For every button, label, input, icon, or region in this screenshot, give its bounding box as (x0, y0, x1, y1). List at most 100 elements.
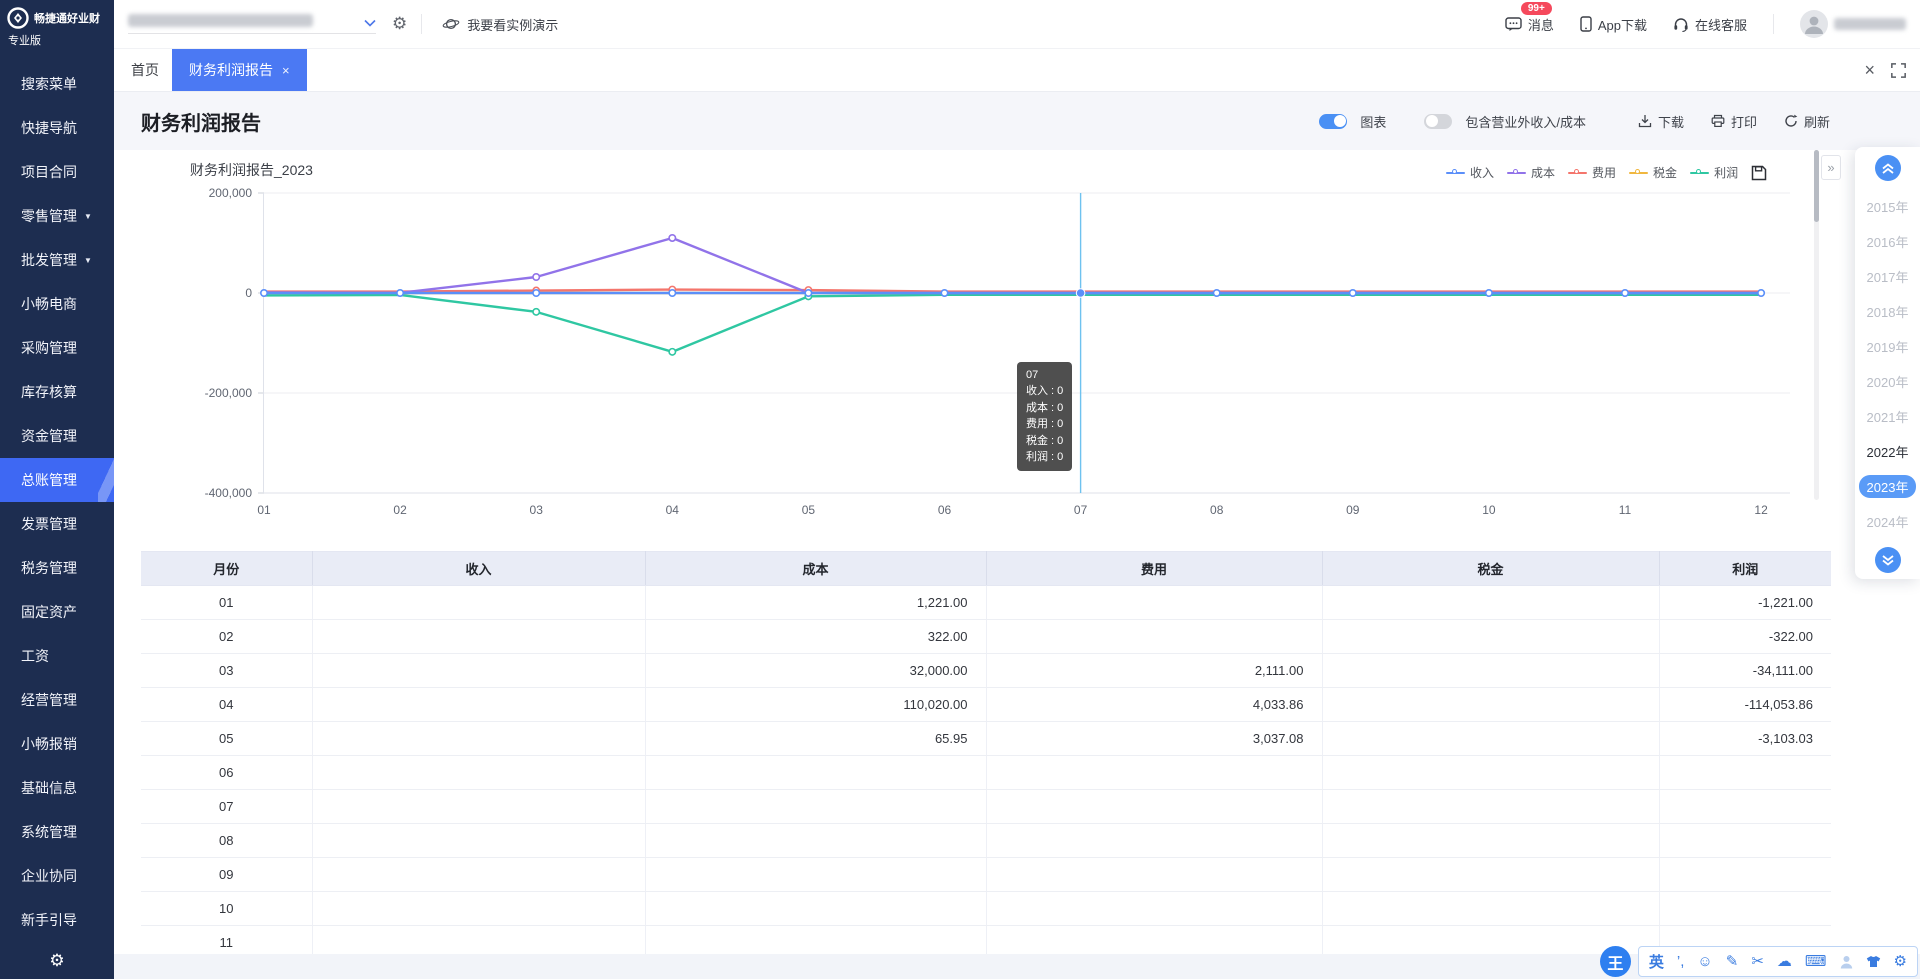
sidebar-item-搜索菜单[interactable]: 搜索菜单 (0, 62, 114, 106)
table-row[interactable]: 10 (141, 891, 1831, 926)
sidebar-item-经营管理[interactable]: 经营管理 (0, 678, 114, 722)
column-header-税金[interactable]: 税金 (1322, 551, 1660, 586)
company-selector[interactable] (128, 14, 376, 34)
year-option-2022年[interactable]: 2022年 (1866, 445, 1909, 460)
vertical-scrollbar[interactable] (1814, 150, 1819, 500)
table-row[interactable]: 02 322.00 -322.00 (141, 619, 1831, 654)
sidebar-item-系统管理[interactable]: 系统管理 (0, 810, 114, 854)
column-header-成本[interactable]: 成本 (645, 551, 987, 586)
chart-toggle[interactable] (1319, 113, 1348, 129)
legend-item-税金[interactable]: 税金 (1629, 164, 1677, 181)
legend-item-利润[interactable]: 利润 (1690, 164, 1738, 181)
ime-punctuation-icon[interactable]: ’, (1676, 953, 1685, 970)
include-nonoperating-toggle[interactable] (1424, 113, 1453, 129)
table-row[interactable]: 06 (141, 755, 1831, 790)
close-icon[interactable]: × (1864, 60, 1875, 80)
cell-tax (1322, 823, 1660, 858)
column-header-月份[interactable]: 月份 (141, 551, 313, 586)
sidebar-item-小畅报销[interactable]: 小畅报销 (0, 722, 114, 766)
year-option-2016年[interactable]: 2016年 (1866, 235, 1909, 250)
tab-close-icon[interactable]: × (282, 62, 290, 78)
year-option-2024年[interactable]: 2024年 (1866, 515, 1909, 530)
table-row[interactable]: 09 (141, 857, 1831, 892)
year-option-2021年[interactable]: 2021年 (1866, 410, 1909, 425)
tab-home[interactable]: 首页 (118, 49, 172, 91)
ime-language-toggle[interactable]: 英 (1648, 954, 1664, 971)
tab-bar: 首页 财务利润报告 × × (114, 49, 1920, 92)
print-button[interactable]: 打印 (1711, 112, 1757, 131)
table-row[interactable]: 07 (141, 789, 1831, 824)
refresh-button[interactable]: 刷新 (1784, 112, 1830, 131)
pencil-icon[interactable]: ✎ (1725, 953, 1739, 970)
cell-cost: 110,020.00 (645, 687, 987, 722)
collapse-panel-button[interactable]: » (1821, 155, 1841, 180)
cell-income (312, 925, 646, 954)
year-option-2017年[interactable]: 2017年 (1866, 270, 1909, 285)
scrollbar-thumb[interactable] (1814, 150, 1819, 222)
sidebar-item-快捷导航[interactable]: 快捷导航 (0, 106, 114, 150)
table-row[interactable]: 04 110,020.00 4,033.86 -114,053.86 (141, 687, 1831, 722)
ime-badge-icon[interactable]: 王 (1599, 946, 1631, 977)
column-header-费用[interactable]: 费用 (986, 551, 1323, 586)
app-download-button[interactable]: App下载 (1580, 15, 1647, 34)
column-header-收入[interactable]: 收入 (312, 551, 646, 586)
cell-income (312, 891, 646, 926)
ime-toolbar: 王 英 ’, ☺ ✎ ✂ ☁ ⌨ ⚙ (1599, 946, 1918, 977)
fullscreen-icon[interactable] (1891, 62, 1906, 78)
table-row[interactable]: 11 (141, 925, 1831, 954)
sidebar-item-采购管理[interactable]: 采购管理 (0, 326, 114, 370)
sidebar-item-固定资产[interactable]: 固定资产 (0, 590, 114, 634)
year-option-2019年[interactable]: 2019年 (1866, 340, 1909, 355)
table-row[interactable]: 05 65.95 3,037.08 -3,103.03 (141, 721, 1831, 756)
sidebar-item-零售管理[interactable]: 零售管理 ▼ (0, 194, 114, 238)
sidebar-item-企业协同[interactable]: 企业协同 (0, 854, 114, 898)
year-option-2020年[interactable]: 2020年 (1866, 375, 1909, 390)
sidebar-item-label: 零售管理 (21, 208, 77, 224)
settings-gear-icon[interactable]: ⚙ (392, 14, 408, 33)
skin-shirt-icon[interactable] (1866, 955, 1881, 968)
table-row[interactable]: 01 1,221.00 -1,221.00 (141, 585, 1831, 620)
download-button[interactable]: 下载 (1638, 112, 1684, 131)
keyboard-icon[interactable]: ⌨ (1804, 953, 1827, 970)
sidebar-item-资金管理[interactable]: 资金管理 (0, 414, 114, 458)
legend-item-收入[interactable]: 收入 (1446, 164, 1494, 181)
sidebar-item-项目合同[interactable]: 项目合同 (0, 150, 114, 194)
scroll-years-down-button[interactable] (1874, 547, 1901, 573)
online-service-button[interactable]: 在线客服 (1673, 15, 1747, 34)
year-option-2018年[interactable]: 2018年 (1866, 305, 1909, 320)
sidebar-item-新手引导[interactable]: 新手引导 (0, 898, 114, 942)
cell-cost (645, 789, 987, 824)
tab-financial-profit-report[interactable]: 财务利润报告 × (172, 49, 307, 91)
year-option-2023年[interactable]: 2023年 (1858, 475, 1917, 498)
column-header-利润[interactable]: 利润 (1659, 551, 1831, 586)
user-account[interactable] (1800, 10, 1906, 38)
sidebar-item-税务管理[interactable]: 税务管理 (0, 546, 114, 590)
cloud-icon[interactable]: ☁ (1776, 953, 1792, 970)
sidebar-item-工资[interactable]: 工资 (0, 634, 114, 678)
sidebar-item-发票管理[interactable]: 发票管理 (0, 502, 114, 546)
sidebar-item-label: 搜索菜单 (21, 76, 77, 92)
legend-item-费用[interactable]: 费用 (1568, 164, 1616, 181)
person-icon[interactable] (1840, 955, 1853, 969)
sidebar-item-总账管理[interactable]: 总账管理 (0, 458, 114, 502)
sidebar-settings-gear-icon[interactable]: ⚙ (49, 951, 65, 970)
scroll-years-up-button[interactable] (1874, 155, 1901, 181)
messages-button[interactable]: 99+ 消息 (1505, 1, 1554, 34)
save-chart-icon[interactable] (1751, 165, 1767, 181)
emoji-icon[interactable]: ☺ (1697, 953, 1713, 970)
sidebar-item-小畅电商[interactable]: 小畅电商 (0, 282, 114, 326)
table-row[interactable]: 03 32,000.00 2,111.00 -34,111.00 (141, 653, 1831, 688)
legend-item-成本[interactable]: 成本 (1507, 164, 1555, 181)
table-row[interactable]: 08 (141, 823, 1831, 858)
ime-settings-gear-icon[interactable]: ⚙ (1893, 953, 1907, 970)
sidebar-item-库存核算[interactable]: 库存核算 (0, 370, 114, 414)
chevron-down-icon: ▼ (84, 255, 92, 265)
cell-tax (1322, 619, 1660, 654)
scissors-icon[interactable]: ✂ (1751, 953, 1764, 970)
year-option-2015年[interactable]: 2015年 (1866, 200, 1909, 215)
sidebar-item-label: 经营管理 (21, 692, 77, 708)
sidebar-item-基础信息[interactable]: 基础信息 (0, 766, 114, 810)
line-chart[interactable]: 200,000 0 -200,000 -400,000 01 02 03 04 05 06 07 08… (114, 150, 1814, 535)
sidebar-item-批发管理[interactable]: 批发管理 ▼ (0, 238, 114, 282)
demo-button[interactable]: 我要看实例演示 (442, 15, 558, 34)
